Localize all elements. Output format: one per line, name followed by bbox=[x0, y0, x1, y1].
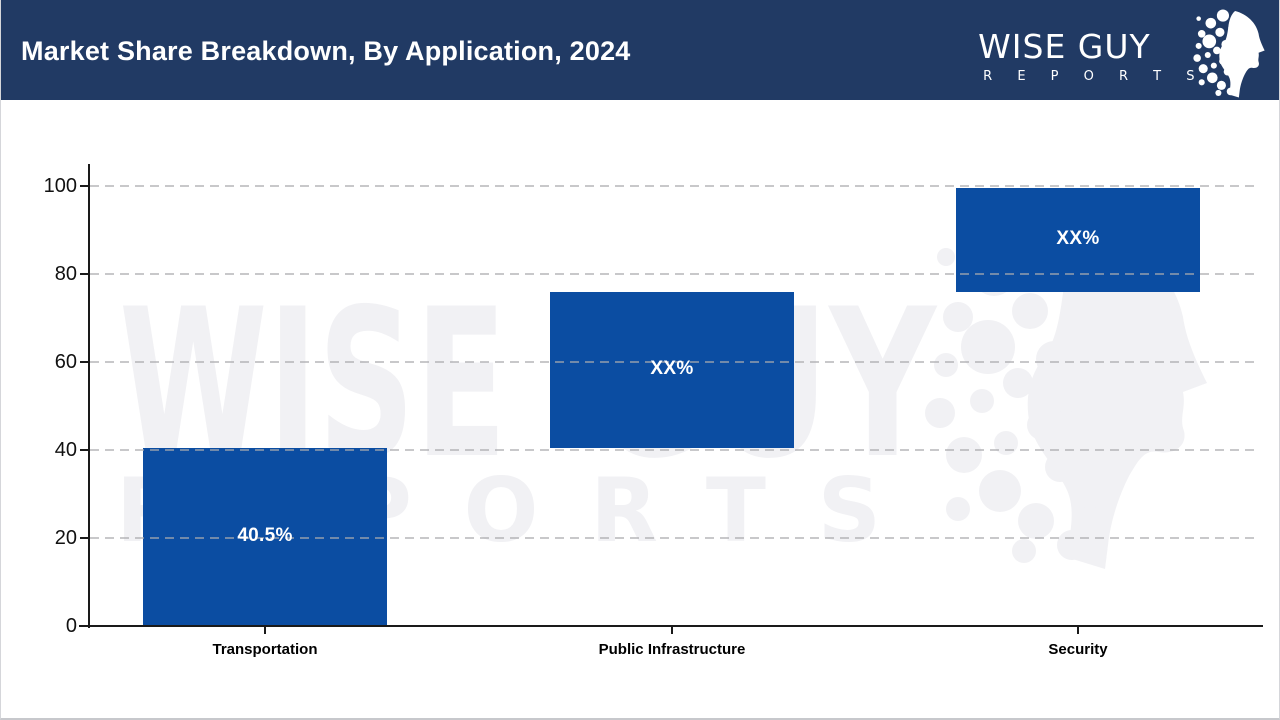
gridline-80 bbox=[90, 272, 1255, 275]
y-tick-mark-60 bbox=[80, 360, 88, 363]
y-tick-label-0: 0 bbox=[65, 615, 77, 637]
logo-brand-subtitle: R E P O R T S bbox=[983, 69, 1205, 84]
x-tick-mark-security bbox=[1077, 627, 1079, 634]
y-tick-label-80: 80 bbox=[54, 262, 77, 285]
bar-public-infrastructure bbox=[550, 292, 794, 448]
y-tick-mark-40 bbox=[80, 448, 88, 451]
y-tick-label-40: 40 bbox=[54, 438, 77, 461]
bar-transportation bbox=[143, 447, 387, 626]
x-tick-mark-transportation bbox=[264, 627, 266, 634]
x-category-label-public-infrastructure: Public Infrastructure bbox=[598, 641, 746, 658]
header-banner: Market Share Breakdown, By Application, … bbox=[1, 0, 1279, 100]
x-tick-mark-public-infrastructure bbox=[671, 627, 673, 634]
y-tick-mark-100 bbox=[80, 184, 88, 187]
labels-layer: 0 20 40 60 80 100 40.5% Transportation XX% Public… bbox=[1, 100, 1279, 718]
wise-guy-reports-logo: WISE GUY R E P O R T S bbox=[978, 6, 1267, 99]
axes-layer bbox=[1, 100, 1279, 718]
x-axis-line bbox=[79, 625, 1263, 627]
gridline-100 bbox=[90, 184, 1255, 187]
bar-value-label-security: XX% bbox=[1056, 227, 1100, 249]
y-tick-mark-20 bbox=[80, 536, 88, 539]
chart-title: Market Share Breakdown, By Application, … bbox=[21, 36, 631, 66]
gridlines-layer bbox=[1, 100, 1279, 718]
gridline-20 bbox=[90, 536, 1255, 539]
x-category-label-security: Security bbox=[1048, 641, 1108, 658]
logo-brand-name: WISE GUY bbox=[978, 27, 1151, 66]
bars-layer bbox=[1, 100, 1279, 718]
gridline-40 bbox=[90, 448, 1255, 451]
bar-security bbox=[956, 187, 1200, 293]
y-tick-mark-80 bbox=[80, 272, 88, 275]
y-tick-label-20: 20 bbox=[54, 526, 77, 549]
bar-value-label-transportation: 40.5% bbox=[237, 524, 293, 546]
y-axis-line bbox=[88, 164, 90, 628]
logo-text: WISE GUY R E P O R T S bbox=[978, 27, 1205, 84]
y-tick-label-60: 60 bbox=[54, 350, 77, 373]
gridline-60 bbox=[90, 360, 1255, 363]
x-category-label-transportation: Transportation bbox=[212, 641, 318, 658]
dotted-face-icon bbox=[1193, 9, 1265, 98]
bar-value-label-public-infrastructure: XX% bbox=[650, 357, 694, 379]
y-tick-label-100: 100 bbox=[43, 174, 77, 197]
